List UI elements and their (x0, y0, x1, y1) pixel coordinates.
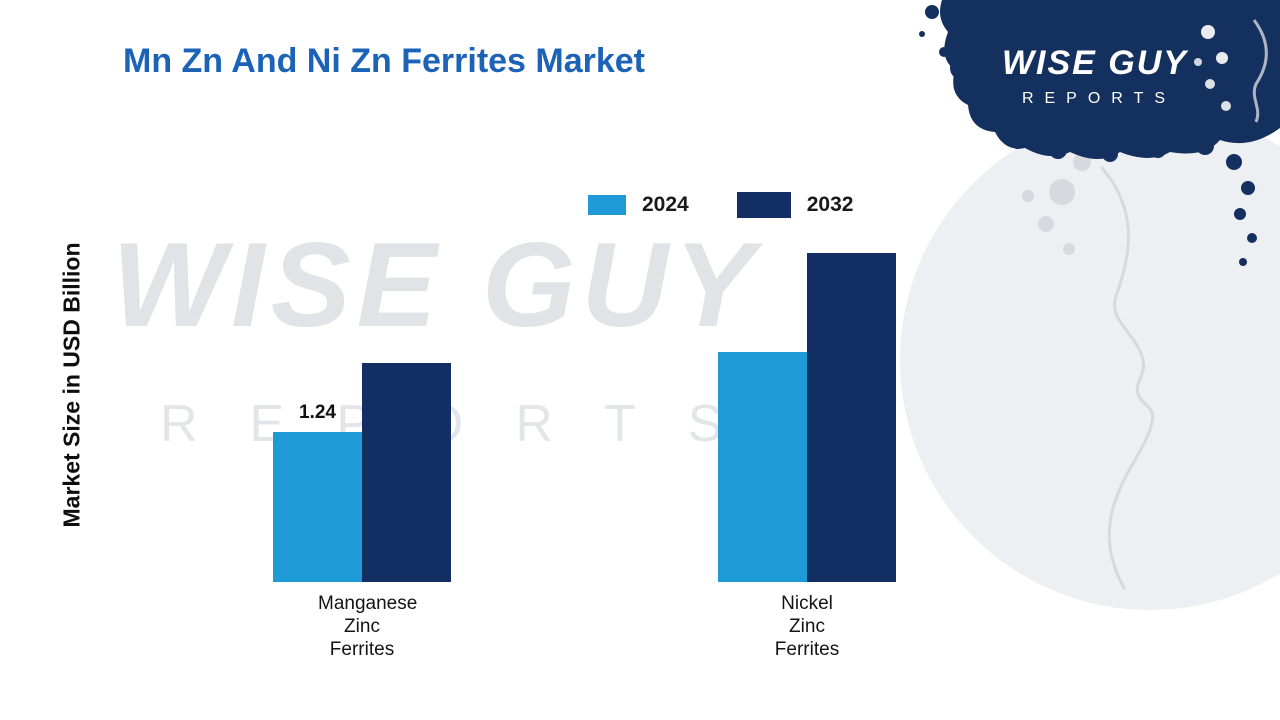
brand-decoration-graphic (900, 0, 1280, 610)
page-title: Mn Zn And Ni Zn Ferrites Market (123, 42, 646, 80)
bar-manganese-2024 (273, 432, 362, 582)
legend-item-2024: 2024 (588, 193, 689, 217)
bar-nickel-2032 (807, 253, 896, 582)
bar-nickel-2024 (718, 352, 807, 582)
legend-swatch-2024 (588, 195, 626, 215)
brand-logo: WISE GUY REPORTS (1002, 44, 1188, 108)
legend-label-2024: 2024 (642, 193, 689, 216)
legend-label-2032: 2032 (806, 193, 854, 216)
category-label-nickel-zinc-ferrites: Nickel Zinc Ferrites (774, 593, 840, 661)
navy-corner-shape (919, 0, 1280, 266)
legend-item-2032: 2032 (736, 192, 854, 218)
bar-manganese-2032 (362, 363, 451, 582)
gray-face-profile (1100, 166, 1155, 590)
bar-group-manganese-zinc: 1.24 (273, 363, 451, 582)
bar-group-nickel-zinc (718, 253, 896, 582)
gray-circle-background (900, 110, 1280, 610)
data-label-manganese-2024: 1.24 (299, 402, 336, 423)
category-label-manganese-zinc-ferrites: Manganese Zinc Ferrites (318, 593, 418, 661)
chart-legend: 2024 2032 (588, 192, 853, 218)
logo-reports-text: REPORTS (1021, 90, 1177, 107)
dotted-head-pattern (1194, 19, 1268, 123)
legend-swatch-2032 (736, 192, 791, 218)
logo-wiseguy-text: WISE GUY (1001, 44, 1188, 82)
